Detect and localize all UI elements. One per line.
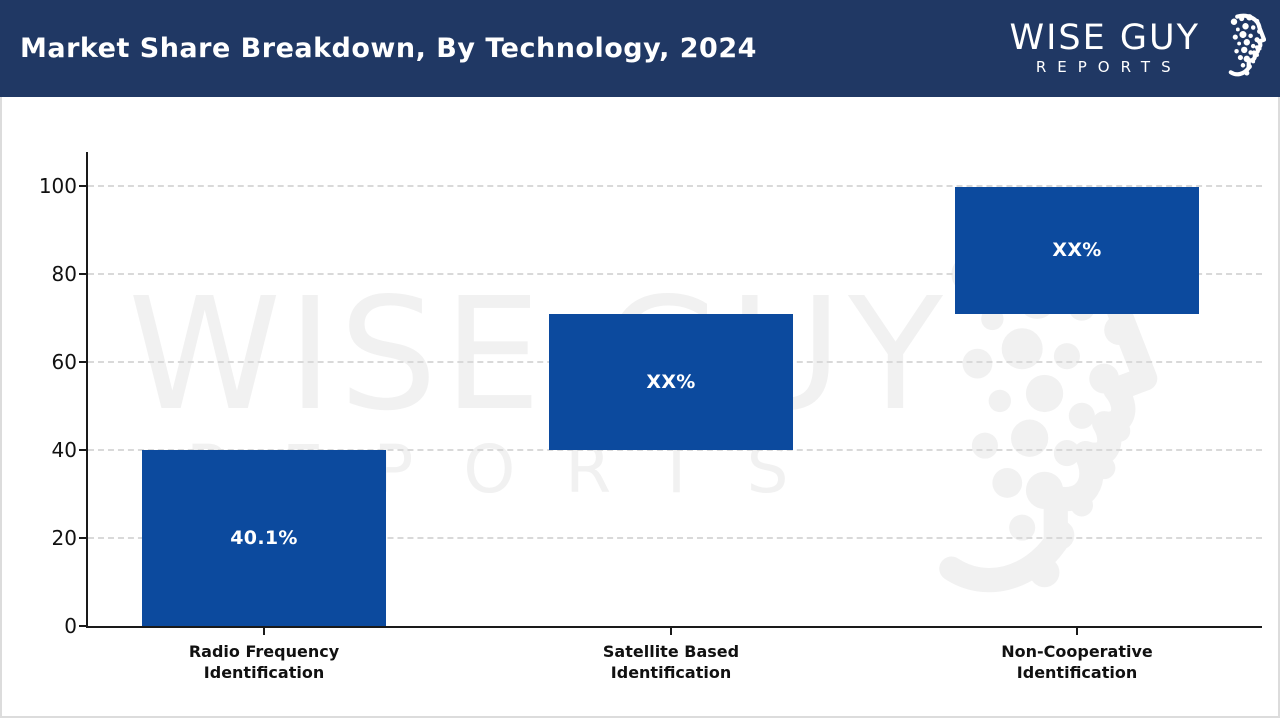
x-category-line1: Satellite Based <box>602 642 740 661</box>
x-category-line2: Identification <box>610 663 732 682</box>
gridline <box>88 537 1262 539</box>
y-tick-label: 60 <box>51 350 77 374</box>
y-tick-label: 40 <box>51 438 77 462</box>
gridline <box>88 273 1262 275</box>
x-category-line1: Radio Frequency <box>188 642 340 661</box>
bar-segment: XX% <box>549 313 793 450</box>
bar-value-label: 40.1% <box>230 526 298 549</box>
x-tick-mark <box>263 628 265 635</box>
y-tick-mark <box>79 361 88 363</box>
gridline <box>88 449 1262 451</box>
brand-sub: REPORTS <box>1035 57 1182 76</box>
y-tick-label: 0 <box>64 614 77 638</box>
y-tick-label: 20 <box>51 526 77 550</box>
bar-value-label: XX% <box>1052 239 1102 262</box>
x-category-label: Radio Frequency Identification <box>104 641 424 683</box>
bar-segment: XX% <box>955 187 1199 314</box>
header-band: Market Share Breakdown, By Technology, 2… <box>0 0 1280 97</box>
y-tick-mark <box>79 185 88 187</box>
x-category-line2: Identification <box>1016 663 1138 682</box>
x-category-line1: Non-Cooperative <box>1001 642 1153 661</box>
x-category-label: Satellite Based Identification <box>511 641 831 683</box>
page-left-border <box>0 97 2 718</box>
x-axis-line <box>86 626 1262 628</box>
brand-name: WISE GUY <box>1009 18 1200 59</box>
bar-value-label: XX% <box>646 370 696 393</box>
brand-logo: WISE GUY REPORTS <box>1009 6 1266 90</box>
x-category-label: Non-Cooperative Identification <box>917 641 1237 683</box>
x-tick-mark <box>1076 628 1078 635</box>
y-axis-line <box>86 152 88 628</box>
y-tick-mark <box>79 273 88 275</box>
y-tick-label: 100 <box>38 174 77 198</box>
y-tick-mark <box>79 537 88 539</box>
chart-title: Market Share Breakdown, By Technology, 2… <box>20 33 757 64</box>
brand-face-icon <box>1202 6 1266 90</box>
y-tick-mark <box>79 449 88 451</box>
y-tick-label: 80 <box>51 262 77 286</box>
page-bottom-border <box>0 716 1280 718</box>
y-tick-mark <box>79 625 88 627</box>
x-tick-mark <box>670 628 672 635</box>
page-right-border <box>1278 97 1280 718</box>
bar-segment: 40.1% <box>142 449 386 626</box>
x-category-line2: Identification <box>203 663 325 682</box>
gridline <box>88 185 1262 187</box>
